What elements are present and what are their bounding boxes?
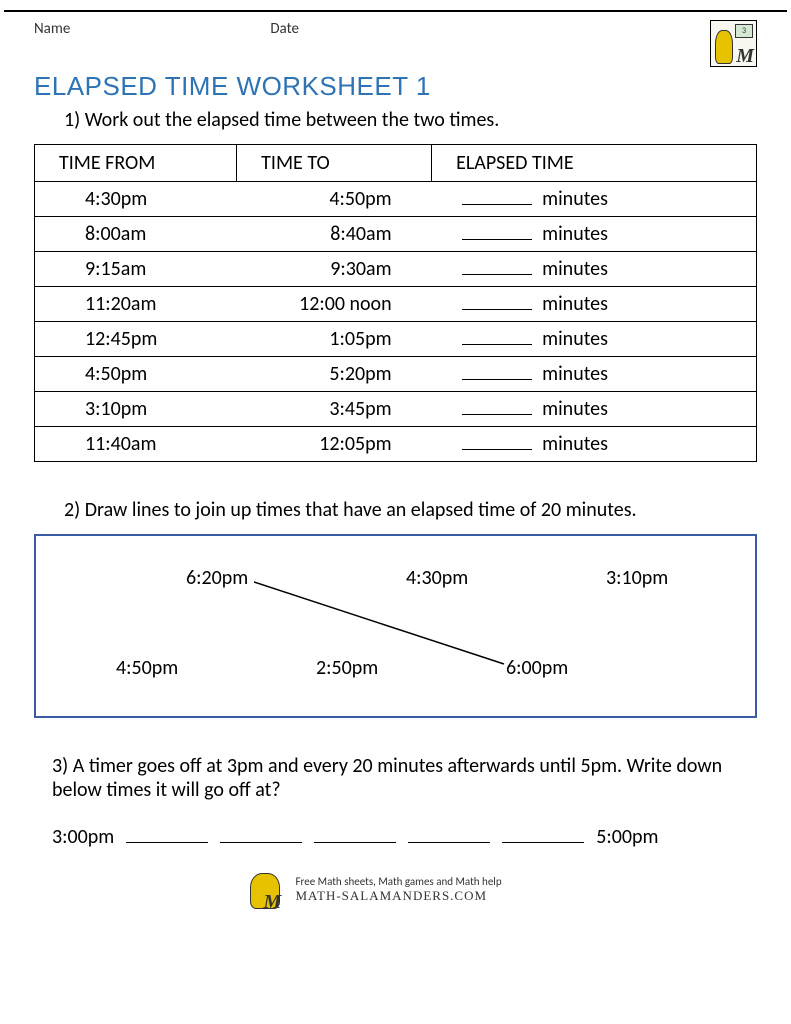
q3-start: 3:00pm	[52, 825, 114, 849]
answer-blank[interactable]	[462, 449, 532, 450]
table-row: 8:00am8:40am minutes	[35, 217, 757, 252]
answer-blank[interactable]	[462, 204, 532, 205]
cell-elapsed[interactable]: minutes	[432, 182, 757, 217]
cell-to: 12:00 noon	[237, 287, 432, 322]
q2-time[interactable]: 6:00pm	[506, 656, 568, 680]
table-row: 11:20am12:00 noon minutes	[35, 287, 757, 322]
cell-elapsed[interactable]: minutes	[432, 287, 757, 322]
footer: M Free Math sheets, Math games and Math …	[34, 869, 757, 904]
cell-to: 12:05pm	[237, 427, 432, 462]
cell-from: 3:10pm	[35, 392, 237, 427]
cell-elapsed[interactable]: minutes	[432, 392, 757, 427]
cell-to: 4:50pm	[237, 182, 432, 217]
answer-blank[interactable]	[462, 309, 532, 310]
cell-from: 12:45pm	[35, 322, 237, 357]
col-header-to: TIME TO	[237, 145, 432, 182]
salamander-logo-icon: 3 M	[710, 20, 757, 67]
cell-from: 11:20am	[35, 287, 237, 322]
q3-blank[interactable]	[502, 820, 584, 843]
q2-prompt: 2) Draw lines to join up times that have…	[64, 498, 757, 522]
worksheet-page: Name Date 3 M ELAPSED TIME WORKSHEET 1 1…	[4, 10, 787, 919]
q1-prompt: 1) Work out the elapsed time between the…	[64, 108, 757, 132]
q2-time[interactable]: 3:10pm	[606, 566, 668, 590]
cell-elapsed[interactable]: minutes	[432, 357, 757, 392]
answer-blank[interactable]	[462, 344, 532, 345]
table-row: 9:15am9:30am minutes	[35, 252, 757, 287]
q3-blank[interactable]	[220, 820, 302, 843]
col-header-from: TIME FROM	[35, 145, 237, 182]
q3-blank[interactable]	[408, 820, 490, 843]
cell-to: 3:45pm	[237, 392, 432, 427]
q2-time[interactable]: 2:50pm	[316, 656, 378, 680]
cell-to: 1:05pm	[237, 322, 432, 357]
q3-blank[interactable]	[126, 820, 208, 843]
table-row: 4:50pm5:20pm minutes	[35, 357, 757, 392]
header-row: Name Date 3 M	[34, 20, 757, 67]
cell-from: 4:30pm	[35, 182, 237, 217]
q3-answer-row: 3:00pm 5:00pm	[52, 820, 757, 849]
q2-time[interactable]: 4:30pm	[406, 566, 468, 590]
elapsed-time-table: TIME FROM TIME TO ELAPSED TIME 4:30pm4:5…	[34, 144, 757, 462]
cell-elapsed[interactable]: minutes	[432, 427, 757, 462]
table-row: 4:30pm4:50pm minutes	[35, 182, 757, 217]
page-title: ELAPSED TIME WORKSHEET 1	[34, 71, 757, 102]
cell-to: 8:40am	[237, 217, 432, 252]
answer-blank[interactable]	[462, 414, 532, 415]
q2-example-line	[254, 582, 504, 664]
q2-time[interactable]: 4:50pm	[116, 656, 178, 680]
footer-site: MATH-SALAMANDERS.COM	[296, 888, 536, 904]
cell-elapsed[interactable]: minutes	[432, 322, 757, 357]
cell-from: 8:00am	[35, 217, 237, 252]
cell-from: 4:50pm	[35, 357, 237, 392]
level-badge: 3	[735, 24, 753, 38]
q3-blank[interactable]	[314, 820, 396, 843]
col-header-elapsed: ELAPSED TIME	[432, 145, 757, 182]
cell-from: 9:15am	[35, 252, 237, 287]
q2-time[interactable]: 6:20pm	[186, 566, 248, 590]
name-label: Name	[34, 20, 70, 38]
answer-blank[interactable]	[462, 379, 532, 380]
table-row: 3:10pm3:45pm minutes	[35, 392, 757, 427]
cell-to: 9:30am	[237, 252, 432, 287]
q3-prompt: 3) A timer goes off at 3pm and every 20 …	[52, 754, 757, 802]
cell-from: 11:40am	[35, 427, 237, 462]
q2-matching-box[interactable]: 6:20pm 4:30pm 3:10pm 4:50pm 2:50pm 6:00pm	[34, 534, 757, 718]
date-label: Date	[270, 20, 299, 38]
cell-elapsed[interactable]: minutes	[432, 217, 757, 252]
cell-elapsed[interactable]: minutes	[432, 252, 757, 287]
table-row: 12:45pm1:05pm minutes	[35, 322, 757, 357]
answer-blank[interactable]	[462, 239, 532, 240]
q3-end: 5:00pm	[596, 825, 658, 849]
footer-tagline: Free Math sheets, Math games and Math he…	[296, 875, 536, 888]
cell-to: 5:20pm	[237, 357, 432, 392]
table-row: 11:40am12:05pm minutes	[35, 427, 757, 462]
answer-blank[interactable]	[462, 274, 532, 275]
